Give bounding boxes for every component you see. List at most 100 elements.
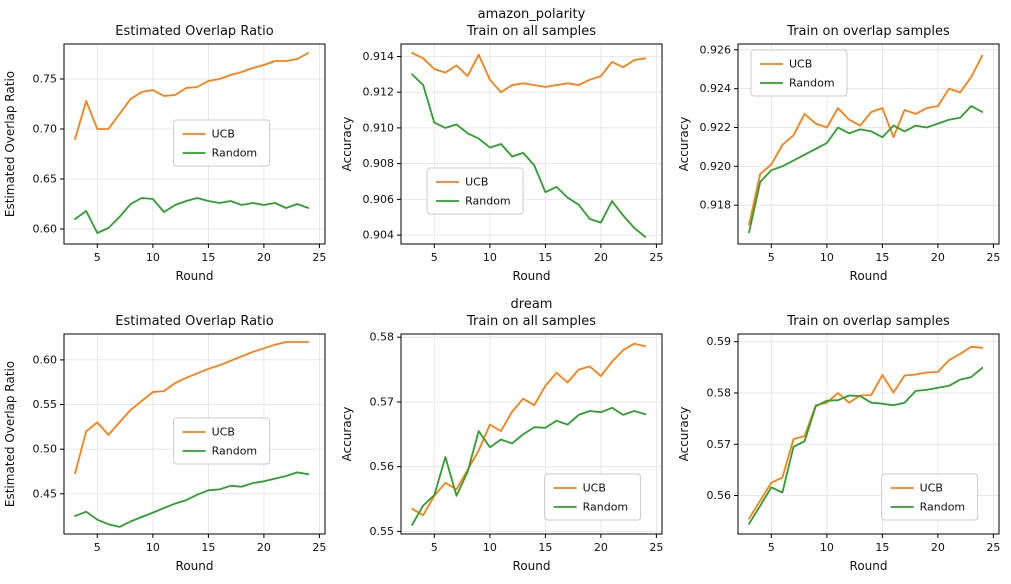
y-tick-label: 0.55: [370, 525, 395, 538]
x-tick-label: 15: [875, 541, 889, 554]
y-tick-label: 0.55: [33, 398, 58, 411]
chart-train-all-samples-amazon: 5 10 15 20 25 0.904 0.906 0.908 0.910 0.912 0.914 a…: [337, 0, 674, 290]
series-line-ucb: [748, 54, 984, 226]
plot-border: [63, 43, 326, 245]
x-tick-label: 20: [257, 251, 271, 264]
x-tick-label: 25: [649, 251, 663, 264]
y-tick-label: 0.56: [370, 460, 395, 473]
y-tick-label: 0.920: [700, 160, 732, 173]
x-tick-label: 20: [931, 541, 945, 554]
chart-title: Train on all samples: [466, 24, 596, 39]
chart-svg: 5 10 15 20 25 0.56 0.57 0.58 0.59 Train on overla…: [677, 314, 1000, 573]
series-line-random: [748, 105, 984, 234]
plot-border: [737, 43, 1000, 245]
y-tick-label: 0.60: [33, 223, 58, 236]
y-tick-label: 0.60: [33, 353, 58, 366]
dataset-title: dream: [511, 297, 553, 312]
legend-box: [426, 167, 524, 215]
series-line-ucb: [74, 52, 310, 140]
chart-svg: 5 10 15 20 25 0.45 0.50 0.55 0.60 Estimated Overl…: [3, 314, 326, 573]
plot-border: [63, 333, 326, 535]
series-line-random: [74, 471, 310, 528]
y-tick-label: 0.58: [370, 331, 395, 344]
figure-row-amazon-polarity: 5 10 15 20 25 0.60 0.65 0.70 0.75 Estimated Overl…: [0, 0, 1011, 290]
x-tick-label: 10: [820, 541, 834, 554]
legend-box: [881, 473, 979, 521]
y-tick-label: 0.58: [707, 387, 732, 400]
chart-estimated-overlap-ratio-dream: 5 10 15 20 25 0.45 0.50 0.55 0.60 Estimated Overl…: [0, 290, 337, 580]
y-axis-label: Accuracy: [340, 407, 354, 462]
chart-train-all-samples-dream: 5 10 15 20 25 0.55 0.56 0.57 0.58 dream Train on a…: [337, 290, 674, 580]
y-axis-label: Estimated Overlap Ratio: [3, 361, 17, 507]
y-tick-label: 0.57: [707, 438, 732, 451]
x-tick-label: 25: [986, 541, 1000, 554]
x-tick-label: 5: [768, 251, 775, 264]
plot-border: [400, 333, 663, 535]
legend-box: [544, 473, 642, 521]
x-tick-label: 25: [649, 541, 663, 554]
x-tick-label: 20: [257, 541, 271, 554]
legend-label-random: Random: [465, 195, 511, 208]
x-axis-label: Round: [850, 269, 888, 283]
x-tick-label: 10: [146, 251, 160, 264]
x-axis-label: Round: [176, 269, 214, 283]
legend-label-ucb: UCB: [583, 482, 606, 495]
series-line-ucb: [74, 341, 310, 475]
legend-label-random: Random: [212, 147, 258, 160]
y-tick-label: 0.922: [700, 121, 732, 134]
plot-border: [400, 43, 663, 245]
legend-box: [750, 49, 848, 97]
y-tick-label: 0.918: [700, 199, 732, 212]
legend-label-ucb: UCB: [212, 426, 235, 439]
x-tick-label: 5: [94, 251, 101, 264]
legend-label-random: Random: [583, 501, 629, 514]
x-tick-label: 5: [431, 541, 438, 554]
y-tick-label: 0.70: [33, 123, 58, 136]
figure-row-dream: 5 10 15 20 25 0.45 0.50 0.55 0.60 Estimated Overl…: [0, 290, 1011, 580]
series-line-random: [748, 366, 984, 525]
x-tick-label: 15: [538, 251, 552, 264]
series-line-ucb: [411, 342, 647, 517]
x-tick-label: 5: [431, 251, 438, 264]
chart-title: Train on all samples: [466, 314, 596, 329]
y-tick-label: 0.50: [33, 443, 58, 456]
dataset-title: amazon_polarity: [478, 7, 586, 22]
y-tick-label: 0.908: [363, 157, 395, 170]
x-tick-label: 20: [594, 541, 608, 554]
series-line-ucb: [748, 345, 984, 520]
y-tick-label: 0.45: [33, 487, 58, 500]
series-line-ucb: [411, 52, 647, 94]
x-tick-label: 25: [312, 541, 326, 554]
y-tick-label: 0.914: [363, 50, 395, 63]
x-tick-label: 25: [986, 251, 1000, 264]
y-tick-label: 0.904: [363, 229, 395, 242]
x-tick-label: 20: [931, 251, 945, 264]
chart-svg: 5 10 15 20 25 0.904 0.906 0.908 0.910 0.912 0.914 a…: [340, 7, 663, 283]
chart-svg: 5 10 15 20 25 0.55 0.56 0.57 0.58 dream Train on a…: [340, 297, 663, 573]
chart-title: Train on overlap samples: [786, 314, 950, 329]
legend-label-random: Random: [789, 77, 835, 90]
y-tick-label: 0.75: [33, 73, 58, 86]
y-tick-label: 0.906: [363, 193, 395, 206]
x-tick-label: 10: [820, 251, 834, 264]
x-tick-label: 15: [201, 251, 215, 264]
x-tick-label: 15: [875, 251, 889, 264]
chart-title: Train on overlap samples: [786, 24, 950, 39]
y-tick-label: 0.57: [370, 396, 395, 409]
plot-border: [737, 333, 1000, 535]
x-tick-label: 20: [594, 251, 608, 264]
y-tick-label: 0.912: [363, 86, 395, 99]
x-tick-label: 10: [483, 541, 497, 554]
x-tick-label: 15: [538, 541, 552, 554]
chart-title: Estimated Overlap Ratio: [115, 314, 273, 329]
chart-train-overlap-samples-amazon: 5 10 15 20 25 0.918 0.920 0.922 0.924 0.926 Train …: [674, 0, 1011, 290]
series-line-random: [74, 197, 310, 234]
x-tick-label: 15: [201, 541, 215, 554]
legend-box: [173, 119, 271, 167]
chart-svg: 5 10 15 20 25 0.60 0.65 0.70 0.75 Estimated Overl…: [3, 24, 326, 283]
chart-estimated-overlap-ratio-amazon: 5 10 15 20 25 0.60 0.65 0.70 0.75 Estimated Overl…: [0, 0, 337, 290]
chart-train-overlap-samples-dream: 5 10 15 20 25 0.56 0.57 0.58 0.59 Train on overla…: [674, 290, 1011, 580]
legend-label-ucb: UCB: [789, 58, 812, 71]
series-line-random: [411, 406, 647, 526]
